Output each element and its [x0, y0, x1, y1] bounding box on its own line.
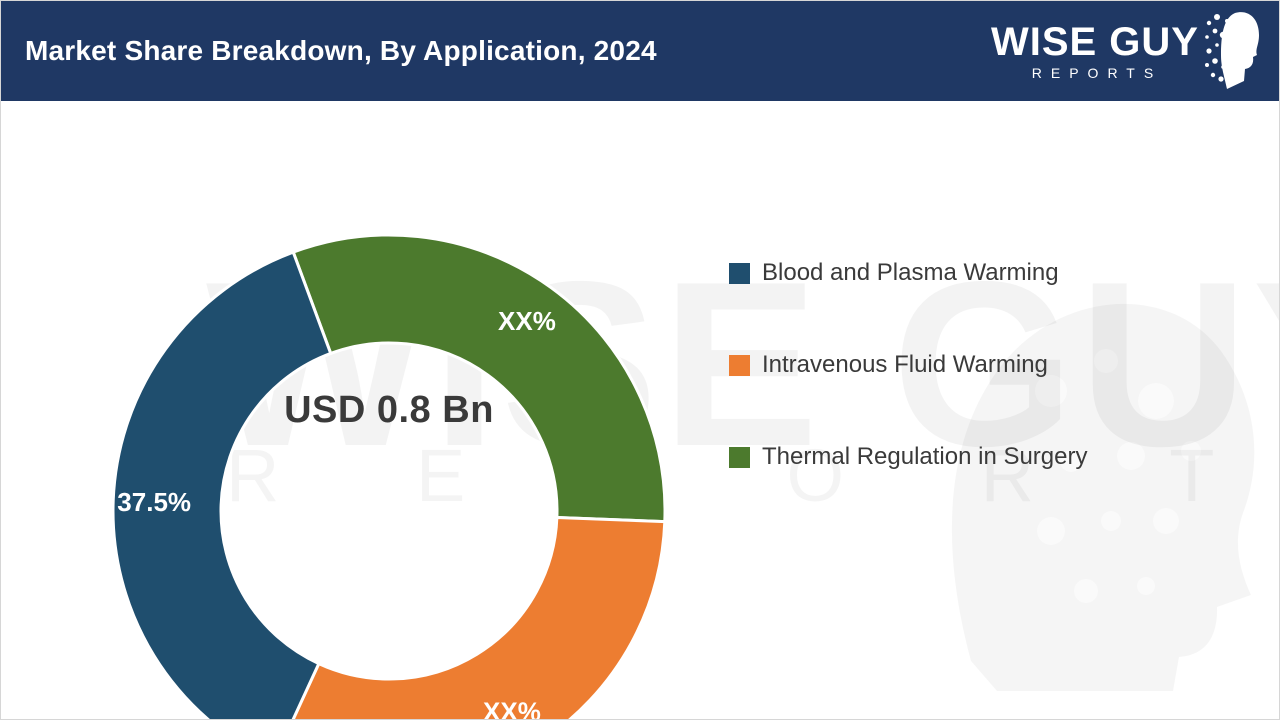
- legend-label: Blood and Plasma Warming: [762, 259, 1059, 286]
- donut-segment-label: XX%: [498, 306, 556, 336]
- legend-item-intravenous-fluid-warming: Intravenous Fluid Warming: [729, 353, 1088, 377]
- donut-center-value: USD 0.8 Bn: [284, 389, 494, 431]
- logo-face-icon: [1205, 12, 1259, 89]
- legend-swatch-icon: [729, 354, 750, 376]
- legend-label: Thermal Regulation in Surgery: [762, 443, 1088, 470]
- page-title: Market Share Breakdown, By Application, …: [25, 35, 657, 66]
- legend-label: Intravenous Fluid Warming: [762, 351, 1048, 378]
- legend-swatch-icon: [729, 446, 750, 468]
- wise-guy-reports-logo: WISE GUY REPORTS: [991, 9, 1279, 93]
- logo-wordmark-line2: REPORTS: [1031, 64, 1163, 81]
- donut-segment-label: 37.5%: [117, 487, 191, 517]
- donut-segment-intravenous-fluid-warming: [291, 515, 667, 719]
- chart-area: WISE GUY R E P O R T S XX%XX%37.5% USD 0…: [1, 101, 1279, 719]
- chart-legend: Blood and Plasma Warming Intravenous Flu…: [729, 261, 1088, 469]
- donut-segment-blood-and-plasma-warming: [111, 250, 333, 719]
- logo-wordmark-line1: WISE GUY: [990, 19, 1199, 64]
- donut-segment-label: XX%: [483, 696, 541, 720]
- legend-swatch-icon: [729, 262, 750, 284]
- logo-wordmark: WISE GUY REPORTS: [991, 22, 1199, 81]
- donut-segment-thermal-regulation-in-surgery: [291, 233, 667, 524]
- legend-item-thermal-regulation-in-surgery: Thermal Regulation in Surgery: [729, 445, 1088, 469]
- header-bar: Market Share Breakdown, By Application, …: [1, 1, 1279, 101]
- legend-item-blood-and-plasma-warming: Blood and Plasma Warming: [729, 261, 1088, 285]
